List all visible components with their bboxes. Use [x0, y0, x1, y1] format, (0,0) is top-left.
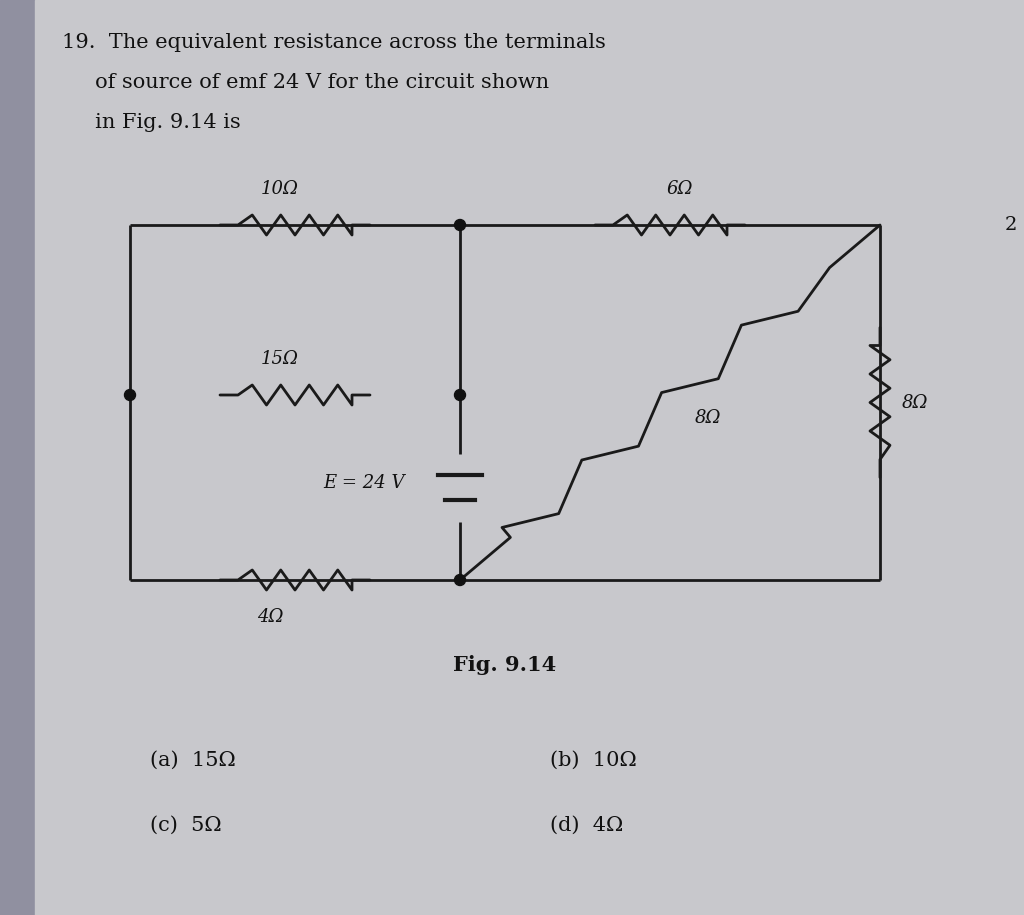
Text: in Fig. 9.14 is: in Fig. 9.14 is: [62, 113, 241, 133]
Text: 8Ω: 8Ω: [902, 393, 929, 412]
Circle shape: [125, 390, 135, 401]
Circle shape: [455, 575, 466, 586]
Text: 8Ω: 8Ω: [695, 408, 721, 426]
Text: 10Ω: 10Ω: [261, 180, 299, 198]
Text: 15Ω: 15Ω: [261, 350, 299, 368]
Text: Fig. 9.14: Fig. 9.14: [454, 655, 557, 675]
Circle shape: [455, 390, 466, 401]
Text: of source of emf 24 V for the circuit shown: of source of emf 24 V for the circuit sh…: [62, 73, 549, 92]
Text: 19.  The equivalent resistance across the terminals: 19. The equivalent resistance across the…: [62, 34, 606, 52]
Text: E = 24 V: E = 24 V: [324, 473, 406, 491]
Text: 2: 2: [1005, 216, 1018, 234]
Text: (d)  4Ω: (d) 4Ω: [550, 815, 624, 834]
Text: (b)  10Ω: (b) 10Ω: [550, 750, 637, 770]
Text: (a)  15Ω: (a) 15Ω: [150, 750, 236, 770]
Text: (c)  5Ω: (c) 5Ω: [150, 815, 221, 834]
Text: 4Ω: 4Ω: [257, 608, 284, 626]
Bar: [0, 0, 35, 915]
Circle shape: [455, 220, 466, 231]
Text: 6Ω: 6Ω: [667, 180, 693, 198]
